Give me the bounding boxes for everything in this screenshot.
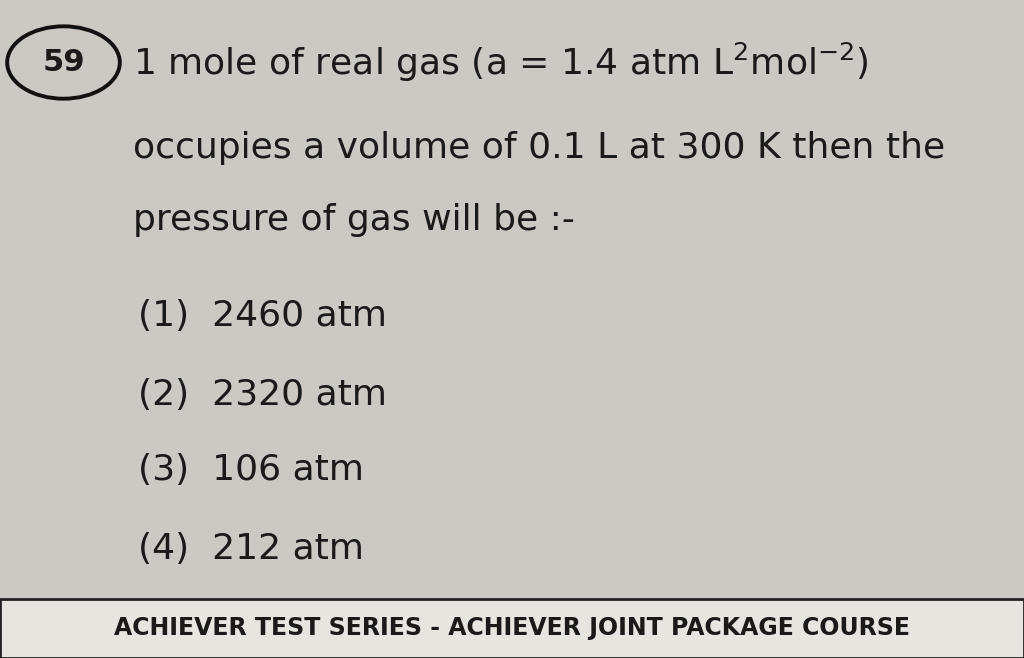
Text: (2)  2320 atm: (2) 2320 atm [138, 378, 387, 412]
Text: pressure of gas will be :-: pressure of gas will be :- [133, 203, 575, 238]
Text: (3)  106 atm: (3) 106 atm [138, 453, 365, 488]
Text: 59: 59 [42, 48, 85, 77]
Text: (1)  2460 atm: (1) 2460 atm [138, 299, 387, 333]
Text: 1 mole of real gas (a = 1.4 atm L$^{2}$mol$^{-2}$): 1 mole of real gas (a = 1.4 atm L$^{2}$m… [133, 41, 868, 84]
Text: ACHIEVER TEST SERIES - ACHIEVER JOINT PACKAGE COURSE: ACHIEVER TEST SERIES - ACHIEVER JOINT PA… [114, 617, 910, 640]
Text: occupies a volume of 0.1 L at 300 K then the: occupies a volume of 0.1 L at 300 K then… [133, 131, 945, 165]
FancyBboxPatch shape [0, 599, 1024, 658]
Text: (4)  212 atm: (4) 212 atm [138, 532, 365, 567]
